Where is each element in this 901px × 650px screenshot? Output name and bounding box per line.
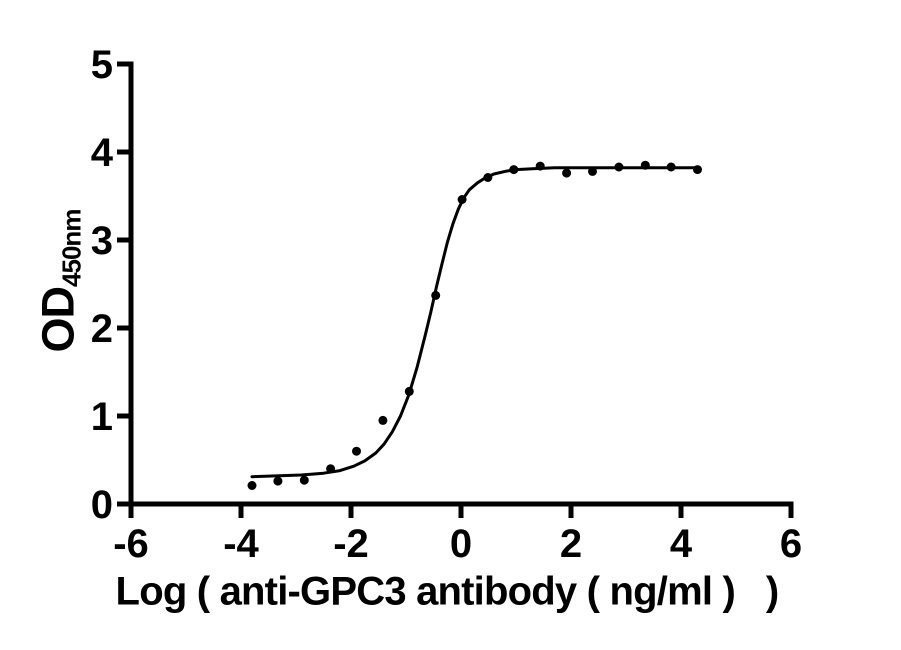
y-tick-label: 5 xyxy=(91,43,113,87)
data-point xyxy=(562,168,572,178)
x-tick-label: 6 xyxy=(780,522,802,566)
x-tick-label: 0 xyxy=(450,522,472,566)
y-tick-label: 4 xyxy=(91,131,114,175)
x-tick-label: -2 xyxy=(333,522,369,566)
data-point xyxy=(483,173,493,182)
y-tick-label: 2 xyxy=(91,307,113,351)
x-tick-label: -4 xyxy=(223,522,259,566)
x-axis-title: Log ( anti-GPC3 antibody ( ng/ml ) ) xyxy=(115,569,780,614)
data-point xyxy=(693,165,702,175)
data-point xyxy=(431,290,441,300)
fit-curve xyxy=(250,166,699,479)
data-point xyxy=(666,162,676,172)
data-point xyxy=(247,481,257,490)
y-axis-title-subscript: 450nm xyxy=(56,209,87,287)
data-point xyxy=(509,165,519,175)
data-point xyxy=(535,161,545,171)
y-tick-label: 3 xyxy=(91,219,113,263)
y-tick-label: 1 xyxy=(91,395,113,439)
x-tick-label: -6 xyxy=(113,522,149,566)
y-axis-title-text: OD xyxy=(32,286,84,353)
data-point xyxy=(273,476,283,486)
data-point xyxy=(588,166,597,176)
y-axis-title: OD450nm xyxy=(33,210,88,353)
data-point xyxy=(352,446,361,456)
data-point xyxy=(299,475,309,485)
data-point xyxy=(378,415,388,425)
y-tick-label: 0 xyxy=(91,483,113,527)
data-point xyxy=(457,195,467,204)
data-point xyxy=(404,386,414,396)
x-tick-label: 4 xyxy=(670,522,693,566)
data-point xyxy=(640,160,650,170)
x-tick-label: 2 xyxy=(560,522,582,566)
data-point xyxy=(326,464,336,474)
data-point xyxy=(614,162,624,172)
